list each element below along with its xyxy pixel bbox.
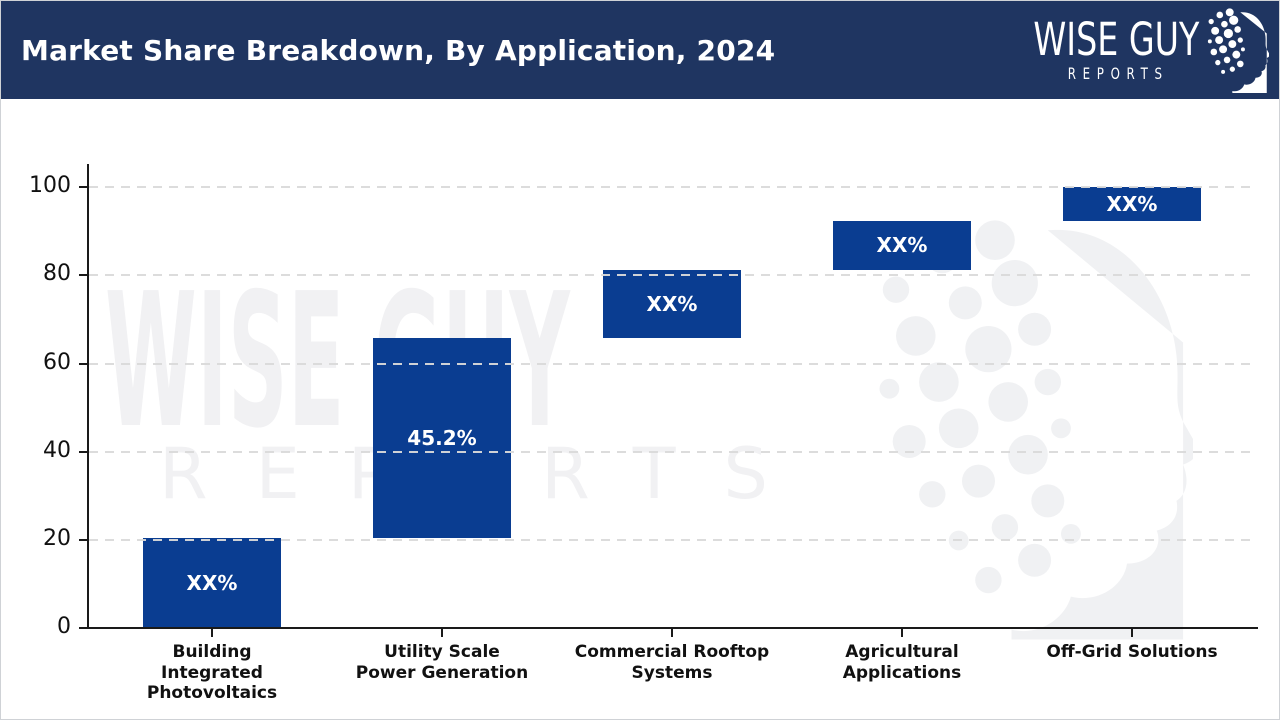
- bar-value-label: XX%: [876, 233, 928, 258]
- x-axis-category-label: Off-Grid Solutions: [1046, 642, 1218, 662]
- x-axis-category-label: Commercial Rooftop Systems: [574, 642, 770, 683]
- x-axis-category-label: Building Integrated Photovoltaics: [146, 642, 278, 704]
- y-axis-tick: [79, 538, 87, 541]
- header-banner: Market Share Breakdown, By Application, …: [1, 1, 1279, 99]
- brand-tagline: REPORTS: [1067, 64, 1169, 83]
- y-axis-tick: [79, 627, 87, 629]
- gridline-100: [89, 186, 1257, 189]
- y-axis-tick: [79, 186, 87, 189]
- y-axis-tick-label: 80: [43, 261, 71, 287]
- bar-4: XX%: [833, 220, 971, 271]
- bar-value-label: 45.2%: [407, 426, 477, 450]
- gridline-80: [89, 274, 1257, 277]
- x-axis-tick: [901, 629, 903, 637]
- y-axis-tick: [79, 274, 87, 277]
- page-title: Market Share Breakdown, By Application, …: [21, 33, 776, 67]
- y-axis-tick: [79, 362, 87, 365]
- wiseguy-head-icon: [1207, 8, 1269, 93]
- bar-2: 45.2%: [373, 338, 511, 538]
- bar-value-label: XX%: [1106, 191, 1158, 216]
- gridline-60: [89, 362, 1257, 365]
- brand-name: WISE GUY: [1032, 13, 1199, 66]
- brand-logo: WISE GUY REPORTS: [975, 7, 1269, 93]
- brand-wordmark: WISE GUY REPORTS: [1033, 17, 1199, 83]
- y-axis-tick-label: 100: [29, 173, 71, 199]
- x-axis-tick: [1131, 629, 1133, 637]
- bar-value-label: XX%: [646, 292, 698, 317]
- bar-value-label: XX%: [186, 570, 238, 595]
- x-axis-tick: [441, 629, 443, 637]
- y-axis-tick-label: 0: [57, 614, 71, 639]
- x-axis-category-label: Utility Scale Power Generation: [355, 642, 529, 683]
- y-axis-tick: [79, 450, 87, 453]
- y-axis-line: [87, 164, 89, 629]
- x-axis-category-label: Agricultural Applications: [842, 642, 962, 683]
- gridline-20: [89, 538, 1257, 541]
- bar-5: XX%: [1063, 187, 1201, 221]
- y-axis-tick-label: 20: [43, 525, 71, 551]
- x-axis-tick: [671, 629, 673, 637]
- y-axis-tick-label: 40: [43, 437, 71, 463]
- x-axis-tick: [211, 629, 213, 637]
- bar-3: XX%: [603, 270, 741, 339]
- gridline-40: [89, 450, 1257, 453]
- bar-1: XX%: [143, 537, 281, 628]
- y-axis-tick-label: 60: [43, 349, 71, 375]
- x-axis-line: [87, 627, 1258, 629]
